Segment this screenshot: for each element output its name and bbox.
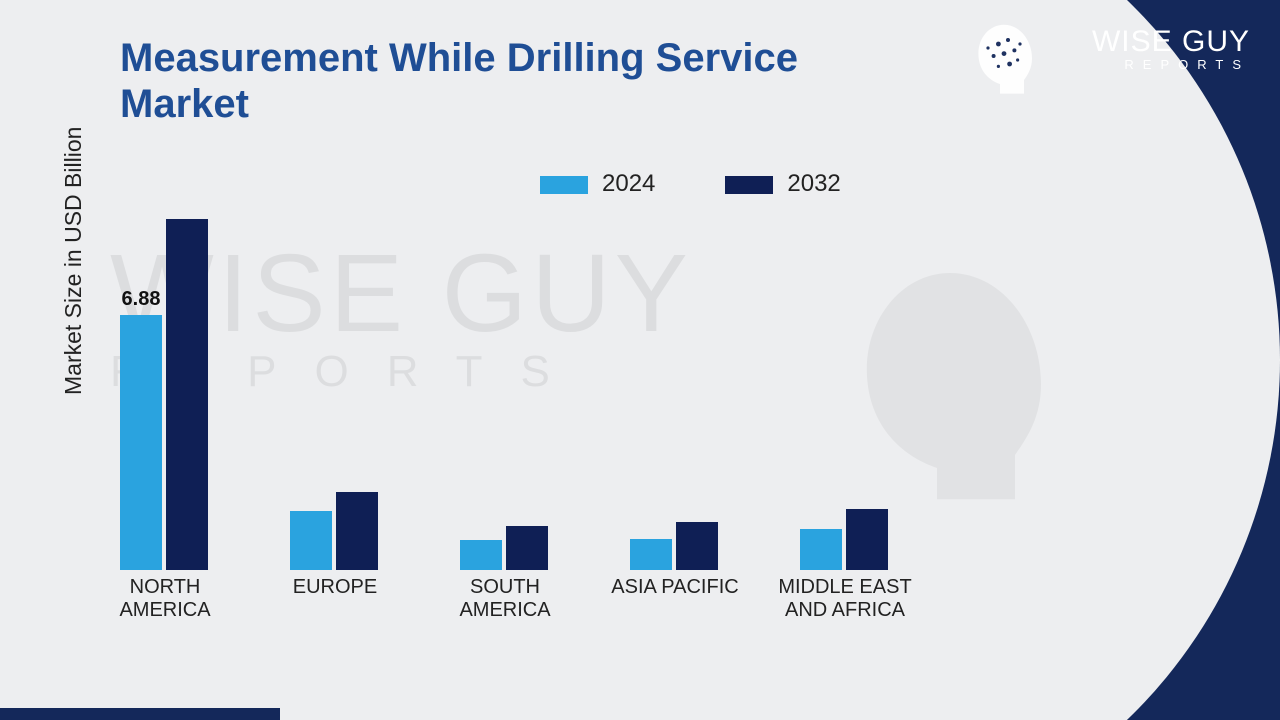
bar-2024: 6.88 (120, 315, 162, 570)
x-axis-label: NORTH AMERICA (85, 570, 245, 622)
legend-label-2032: 2032 (787, 170, 840, 197)
logo-line1: WISE GUY (1092, 25, 1250, 59)
plot-area: 6.88NORTH AMERICAEUROPESOUTH AMERICAASIA… (100, 200, 950, 570)
legend-swatch-2032 (725, 176, 773, 194)
legend-swatch-2024 (540, 176, 588, 194)
bar-2032 (846, 509, 888, 570)
legend-item-2032: 2032 (725, 170, 840, 198)
bar-2032 (336, 492, 378, 570)
y-axis-label: Market Size in USD Billion (60, 127, 87, 395)
bar-2032 (676, 522, 718, 570)
x-axis-label: EUROPE (255, 570, 415, 599)
legend-label-2024: 2024 (602, 170, 655, 197)
chart-legend: 2024 2032 (540, 170, 841, 198)
bar-2024 (800, 529, 842, 570)
brand-logo: WISE GUY REPORTS (1092, 25, 1250, 72)
bar-2024 (460, 540, 502, 570)
bar-value-label: 6.88 (120, 288, 162, 311)
bar-2032 (506, 526, 548, 570)
legend-item-2024: 2024 (540, 170, 655, 198)
bottom-accent-bar (0, 708, 280, 720)
bar-2024 (290, 511, 332, 570)
x-axis-label: SOUTH AMERICA (425, 570, 585, 622)
logo-head-icon (960, 20, 1040, 100)
x-axis-label: MIDDLE EAST AND AFRICA (765, 570, 925, 622)
chart-title: Measurement While Drilling Service Marke… (120, 35, 860, 127)
bar-2032 (166, 219, 208, 571)
chart-stage: WISE GUY REPORTS Measurement While Drill… (0, 0, 1280, 720)
bar-2024 (630, 539, 672, 570)
logo-line2: REPORTS (1092, 57, 1250, 72)
x-axis-label: ASIA PACIFIC (595, 570, 755, 599)
